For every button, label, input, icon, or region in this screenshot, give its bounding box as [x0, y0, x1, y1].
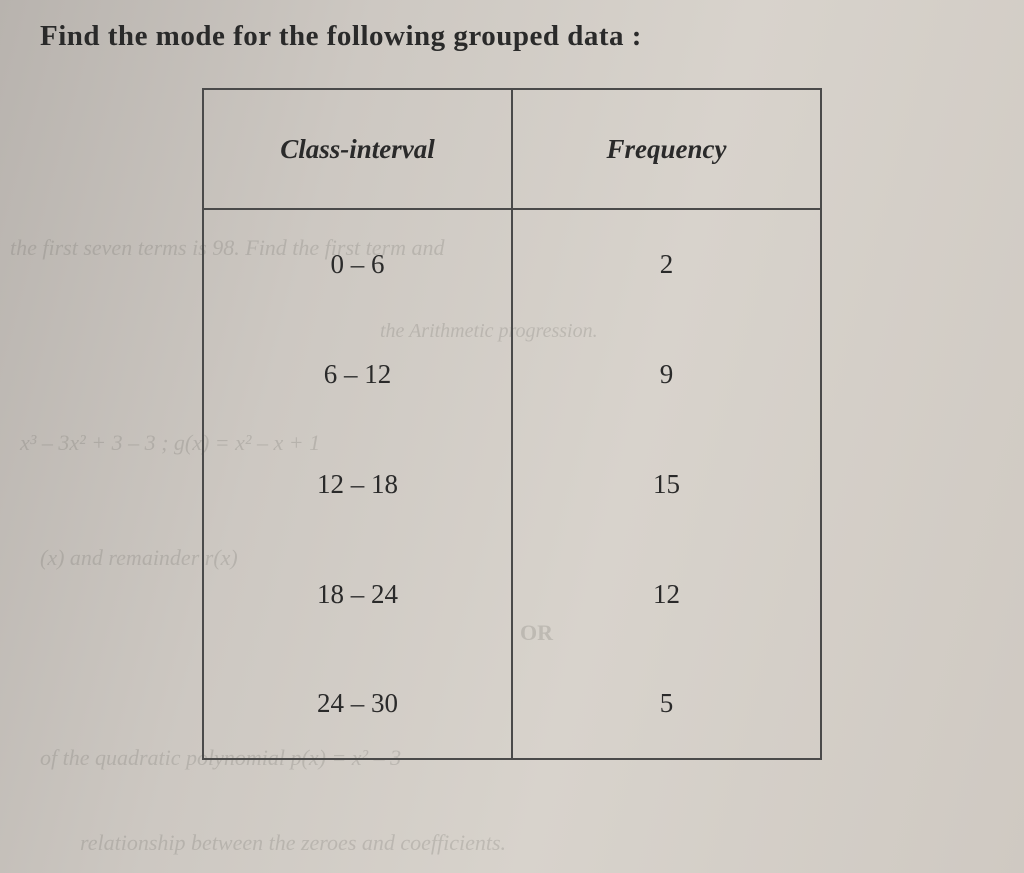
table-header-row: Class-interval Frequency [203, 89, 821, 209]
table-row: 0 – 6 2 [203, 209, 821, 319]
ghost-text: relationship between the zeroes and coef… [80, 830, 506, 856]
scanned-page: Find the mode for the following grouped … [0, 0, 1024, 873]
table-row: 12 – 18 15 [203, 429, 821, 539]
table-container: Class-interval Frequency 0 – 6 2 6 – 12 … [30, 88, 994, 760]
frequency-table: Class-interval Frequency 0 – 6 2 6 – 12 … [202, 88, 822, 760]
cell-interval: 18 – 24 [203, 539, 512, 649]
table-row: 18 – 24 12 [203, 539, 821, 649]
cell-frequency: 5 [512, 649, 821, 759]
col-header-frequency: Frequency [512, 89, 821, 209]
question-prompt: Find the mode for the following grouped … [30, 20, 994, 53]
cell-frequency: 15 [512, 429, 821, 539]
table-row: 6 – 12 9 [203, 319, 821, 429]
cell-frequency: 9 [512, 319, 821, 429]
cell-frequency: 2 [512, 209, 821, 319]
cell-frequency: 12 [512, 539, 821, 649]
cell-interval: 12 – 18 [203, 429, 512, 539]
cell-interval: 6 – 12 [203, 319, 512, 429]
cell-interval: 0 – 6 [203, 209, 512, 319]
cell-interval: 24 – 30 [203, 649, 512, 759]
col-header-class-interval: Class-interval [203, 89, 512, 209]
table-row: 24 – 30 5 [203, 649, 821, 759]
